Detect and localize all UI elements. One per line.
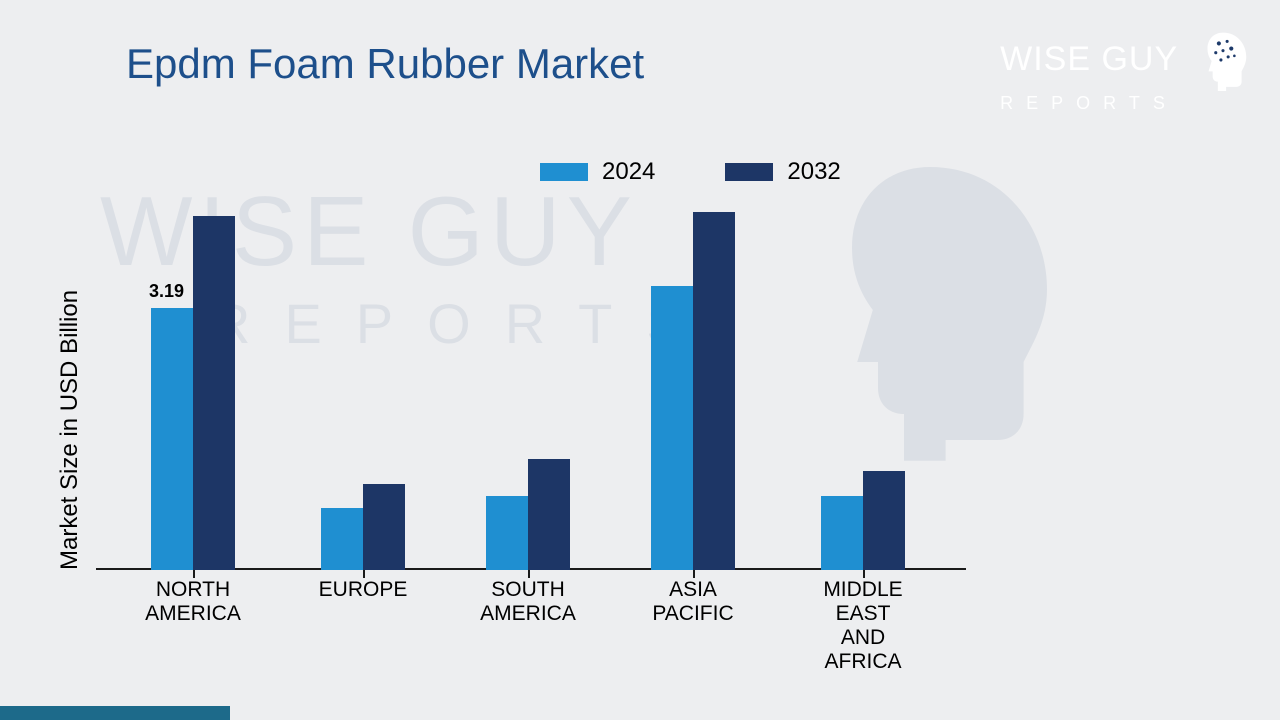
legend-label-2032: 2032 [787,158,840,186]
chart-title: Epdm Foam Rubber Market [126,40,644,88]
content-layer: WISE GUY REPORTS Epdm Foam Rubber Market… [0,0,1280,720]
x-tick [863,570,865,578]
logo-head-icon [1194,30,1252,92]
bar-2032-4 [863,471,905,570]
x-tick [193,570,195,578]
logo-line1: WISE GUY [1000,40,1177,78]
category-label: NORTHAMERICA [113,578,273,626]
legend-label-2024: 2024 [602,158,655,186]
legend-item-2024: 2024 [540,158,655,186]
plot-area: NORTHAMERICAEUROPESOUTHAMERICAASIAPACIFI… [96,200,966,570]
category-label: MIDDLEEASTANDAFRICA [783,578,943,675]
legend-swatch-2032 [725,163,773,181]
x-tick [363,570,365,578]
x-tick [693,570,695,578]
legend-swatch-2024 [540,163,588,181]
bar-2032-0 [193,216,235,570]
data-label: 3.19 [149,281,184,302]
bottom-strip [0,706,230,720]
category-label: ASIAPACIFIC [613,578,773,626]
category-label: EUROPE [283,578,443,602]
logo-line2: REPORTS [1000,94,1252,112]
bar-2024-1 [321,508,363,570]
bar-2024-2 [486,496,528,570]
brand-logo: WISE GUY REPORTS [1000,30,1252,112]
legend-item-2032: 2032 [725,158,840,186]
chart-canvas: WISE GUY REPORTS Epdm Foam Rubber Market… [0,0,1280,720]
legend: 2024 2032 [540,158,841,186]
bar-2024-3 [651,286,693,570]
bar-2024-0 [151,308,193,570]
bar-2032-2 [528,459,570,570]
bar-2032-1 [363,484,405,570]
category-label: SOUTHAMERICA [448,578,608,626]
bar-2032-3 [693,212,735,570]
x-tick [528,570,530,578]
bar-2024-4 [821,496,863,570]
y-axis-label: Market Size in USD Billion [56,290,84,570]
